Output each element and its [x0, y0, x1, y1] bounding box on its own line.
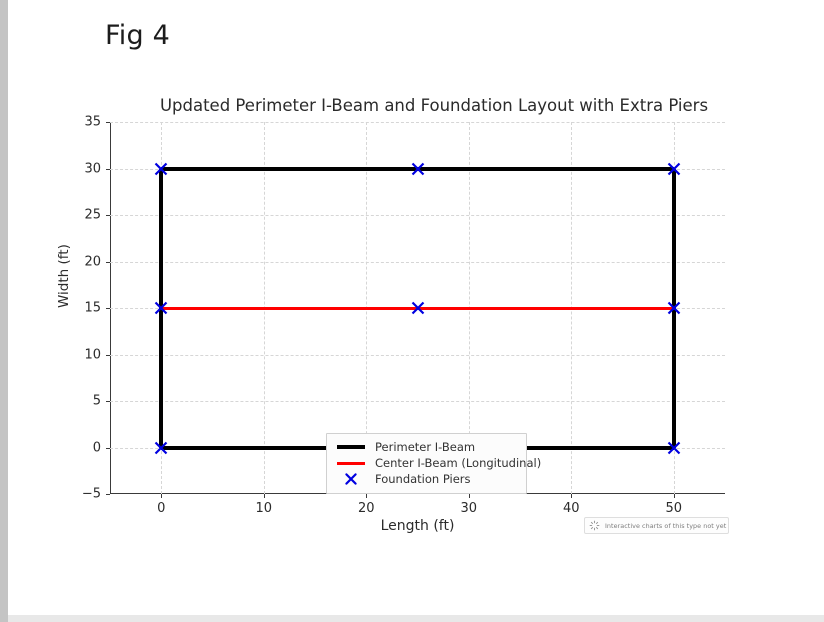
legend-label: Perimeter I-Beam: [375, 440, 476, 454]
foundation-pier-marker: [153, 300, 170, 317]
foundation-pier-marker: [153, 160, 170, 177]
legend-label: Foundation Piers: [375, 472, 471, 486]
plot-area: −5 0 5 10 15 20 25 30 35 0 10 20 30 40 50: [82, 115, 725, 516]
foundation-pier-marker: [153, 439, 170, 456]
y-tick-label: 35: [84, 114, 101, 130]
y-tick-mark: [106, 122, 110, 124]
y-tick-label: 10: [84, 347, 101, 362]
chart-title: Updated Perimeter I-Beam and Foundation …: [159, 96, 709, 115]
y-tick-mark: [106, 261, 110, 263]
x-tick-label: 30: [460, 501, 478, 516]
grid-line-horizontal: [110, 122, 725, 123]
x-tick-mark: [571, 494, 573, 498]
x-axis-label: Length (ft): [380, 518, 455, 534]
grid-line-horizontal: [110, 354, 725, 356]
y-axis-label: Width (ft): [56, 244, 72, 308]
legend-item-perimeter-i-beam: Perimeter I-Beam: [335, 439, 518, 455]
x-tick-mark: [468, 494, 470, 498]
legend-swatch-x-marker-icon: [335, 472, 367, 486]
y-tick-label: 15: [84, 300, 101, 316]
grid-line-horizontal: [110, 261, 725, 263]
y-tick-mark: [106, 447, 110, 449]
toast-message: Interactive charts of this type not yet …: [605, 521, 728, 530]
page-bottom-gutter: [8, 615, 824, 622]
y-tick-mark: [106, 308, 110, 310]
x-tick-label: 50: [665, 501, 683, 516]
foundation-pier-marker: [665, 439, 682, 456]
legend-item-foundation-piers: Foundation Piers: [335, 471, 518, 487]
x-tick-mark: [161, 494, 163, 498]
foundation-pier-marker: [665, 160, 682, 177]
page-left-gutter: [0, 0, 8, 622]
legend-swatch-line-black: [335, 445, 367, 449]
y-tick-label: 20: [84, 254, 101, 269]
chart-figure: Updated Perimeter I-Beam and Foundation …: [56, 88, 758, 543]
y-tick-label: 0: [92, 440, 101, 455]
y-tick-label: 25: [84, 207, 101, 223]
x-tick-mark: [263, 494, 265, 498]
y-tick-mark: [106, 494, 110, 496]
legend-swatch-line-red: [335, 461, 367, 465]
y-tick-label: 5: [92, 393, 101, 409]
x-tick-mark: [673, 494, 675, 498]
x-tick-label: 0: [157, 501, 166, 516]
y-tick-mark: [106, 354, 110, 356]
foundation-pier-marker: [409, 160, 426, 177]
grid-line-horizontal: [110, 401, 725, 402]
y-tick-mark: [106, 401, 110, 403]
grid-line-horizontal: [110, 215, 725, 216]
legend-item-center-i-beam: Center I-Beam (Longitudinal): [335, 455, 541, 471]
x-tick-label: 20: [357, 501, 375, 516]
foundation-pier-marker: [409, 300, 426, 317]
chart-legend: Perimeter I-Beam Center I-Beam (Longitud…: [326, 433, 541, 494]
figure-caption: Fig 4: [105, 20, 170, 51]
y-tick-mark: [106, 215, 110, 217]
foundation-pier-marker: [665, 300, 682, 317]
x-tick-label: 10: [255, 501, 273, 516]
y-tick-label: −5: [81, 486, 101, 502]
legend-label: Center I-Beam (Longitudinal): [375, 456, 542, 470]
spinner-icon: [589, 520, 600, 531]
x-tick-mark: [366, 494, 368, 498]
unsupported-chart-toast: Interactive charts of this type not yet …: [584, 517, 729, 534]
y-tick-label: 30: [84, 161, 101, 176]
y-tick-mark: [106, 168, 110, 170]
x-tick-label: 40: [562, 501, 580, 516]
